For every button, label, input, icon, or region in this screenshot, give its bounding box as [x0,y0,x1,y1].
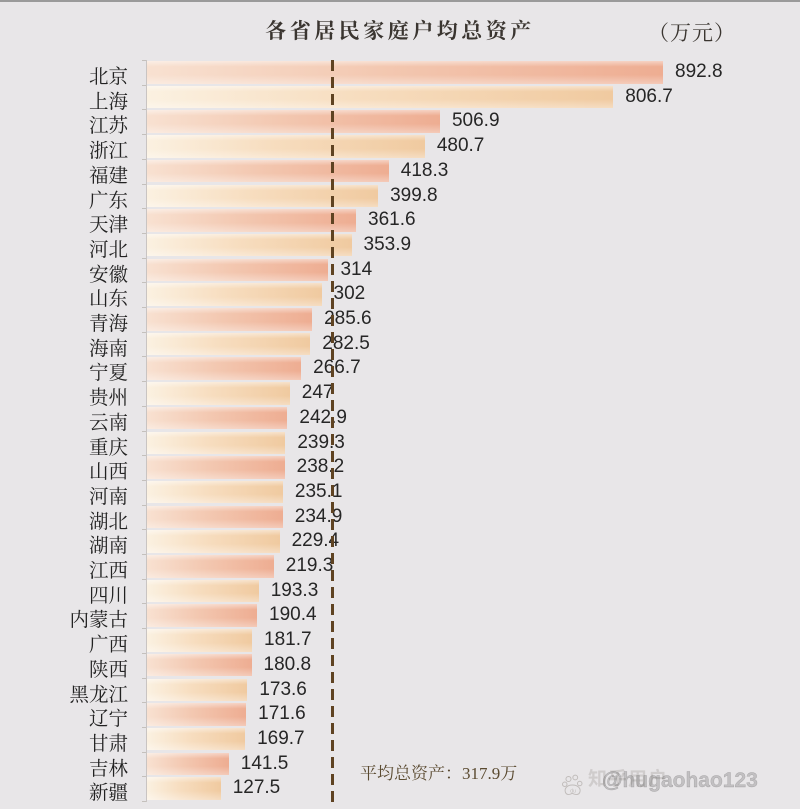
svg-text:du: du [570,789,576,795]
